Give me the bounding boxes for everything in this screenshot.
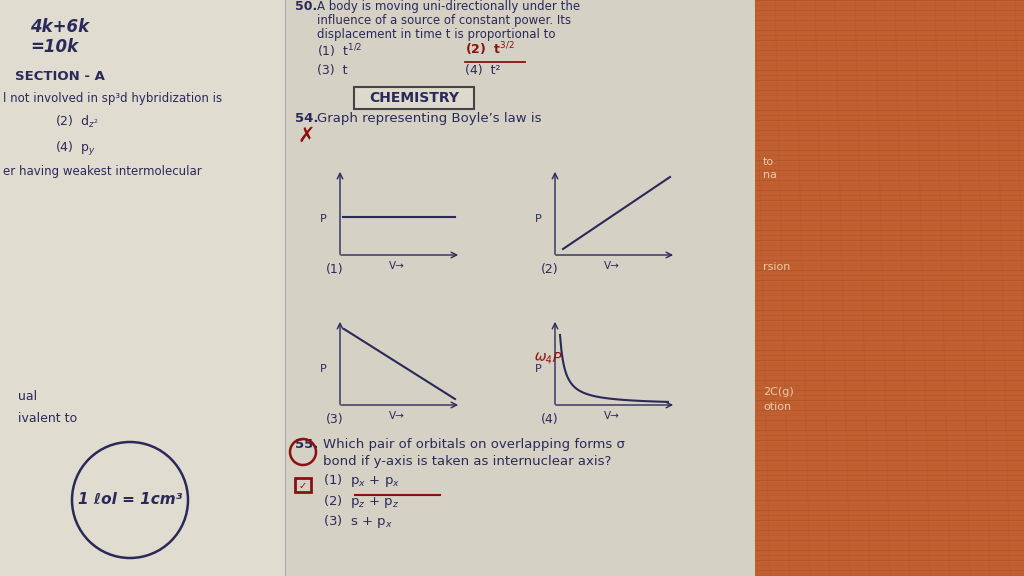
Text: (3): (3) (327, 413, 344, 426)
Text: A body is moving uni-directionally under the: A body is moving uni-directionally under… (317, 0, 581, 13)
Text: 54.: 54. (295, 112, 318, 125)
Text: displacement in time t is proportional to: displacement in time t is proportional t… (317, 28, 555, 41)
Text: er having weakest intermolecular: er having weakest intermolecular (3, 165, 202, 178)
FancyBboxPatch shape (354, 87, 474, 109)
Text: Graph representing Boyle’s law is: Graph representing Boyle’s law is (317, 112, 542, 125)
Text: ual: ual (18, 390, 37, 403)
Text: P: P (321, 214, 327, 224)
Bar (285, 0, 755, 576)
Text: V→: V→ (389, 261, 404, 271)
Bar (295, 478, 311, 492)
Text: V→: V→ (604, 411, 620, 421)
Text: Which pair of orbitals on overlapping forms σ: Which pair of orbitals on overlapping fo… (323, 438, 625, 451)
Text: (1)  p$_x$ + p$_x$: (1) p$_x$ + p$_x$ (323, 472, 400, 489)
Text: (1): (1) (327, 263, 344, 276)
Text: influence of a source of constant power. Its: influence of a source of constant power.… (317, 14, 571, 27)
Text: 1 ℓol = 1cm³: 1 ℓol = 1cm³ (78, 492, 182, 507)
Text: (2)  p$_z$ + p$_z$: (2) p$_z$ + p$_z$ (323, 493, 399, 510)
Text: to: to (763, 157, 774, 167)
Text: na: na (763, 170, 777, 180)
Text: =10k: =10k (30, 38, 78, 56)
Text: CHEMISTRY: CHEMISTRY (369, 91, 459, 105)
Text: (4): (4) (542, 413, 559, 426)
Text: SECTION - A: SECTION - A (15, 70, 104, 83)
Text: (3)  t: (3) t (317, 64, 347, 77)
Text: P: P (536, 214, 542, 224)
Text: (2): (2) (542, 263, 559, 276)
Text: (4)  p$_y$: (4) p$_y$ (55, 140, 96, 158)
Text: rsion: rsion (763, 262, 791, 272)
Text: ✗: ✗ (298, 126, 315, 146)
Text: 55.: 55. (295, 438, 318, 451)
Text: (1)  t$^{1/2}$: (1) t$^{1/2}$ (317, 42, 362, 60)
Text: P: P (321, 364, 327, 374)
Text: 4k+6k: 4k+6k (30, 18, 89, 36)
Text: ivalent to: ivalent to (18, 412, 77, 425)
Bar (755, 0, 1024, 576)
Text: otion: otion (763, 402, 792, 412)
Text: P: P (536, 364, 542, 374)
Text: (3)  s + p$_x$: (3) s + p$_x$ (323, 513, 392, 530)
Text: ✓: ✓ (299, 481, 307, 491)
Text: V→: V→ (604, 261, 620, 271)
Bar (0, 0, 285, 576)
Text: (4)  t²: (4) t² (465, 64, 501, 77)
Text: 50.: 50. (295, 0, 317, 13)
Text: 2C(g): 2C(g) (763, 387, 794, 397)
Text: ω$_4$P: ω$_4$P (534, 348, 563, 367)
Text: (2)  t$^{3/2}$: (2) t$^{3/2}$ (465, 40, 515, 58)
Text: l not involved in sp³d hybridization is: l not involved in sp³d hybridization is (3, 92, 222, 105)
Text: (2)  d$_{z^2}$: (2) d$_{z^2}$ (55, 114, 99, 130)
Text: bond if y-axis is taken as internuclear axis?: bond if y-axis is taken as internuclear … (323, 455, 611, 468)
Text: V→: V→ (389, 411, 404, 421)
